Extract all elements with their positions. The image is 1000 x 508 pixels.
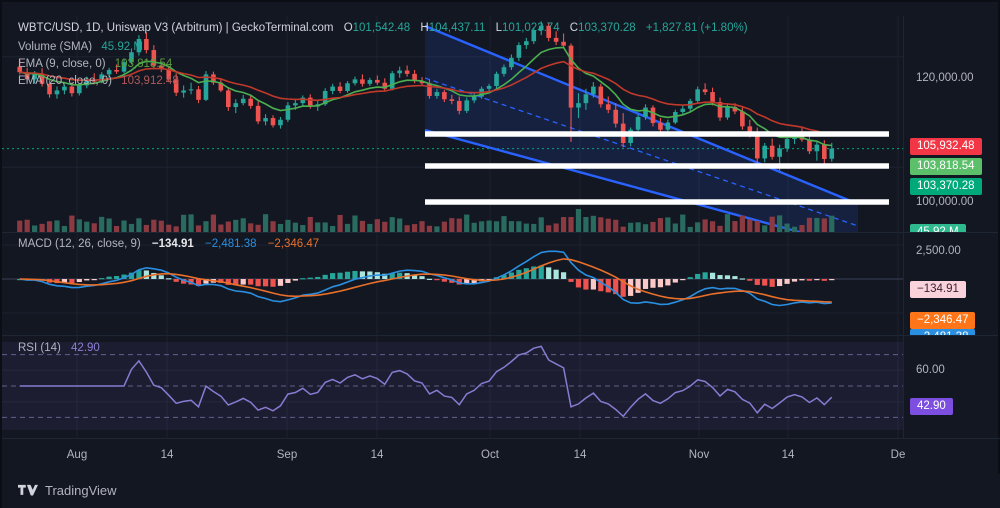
macd-axis[interactable]: 2,500.00−134.91−2,346.47−2,481.38 <box>903 232 998 346</box>
rsi-band-background <box>2 342 907 430</box>
time-axis-label: Nov <box>688 449 710 461</box>
time-axis-label: Sep <box>276 449 298 461</box>
macd-label: MACD (12, 26, close, 9) <box>18 238 141 250</box>
time-axis-label: De <box>890 449 906 461</box>
price-price-badge[interactable]: 105,932.48 <box>910 138 982 155</box>
macd-price-badge[interactable]: −134.91 <box>910 281 966 298</box>
tradingview-branding[interactable]: TradingView <box>18 483 117 498</box>
macd-canvas <box>2 233 907 335</box>
chart-footer: TradingView <box>2 474 1000 508</box>
macd-panel[interactable] <box>2 232 907 335</box>
time-axis-label: 14 <box>781 449 795 461</box>
price-axis[interactable]: 120,000.00 100,000.00 105,932.48 103,818.54… <box>903 16 998 241</box>
rsi-canvas <box>2 336 907 438</box>
price-tick-label: 100,000.00 <box>916 196 974 208</box>
rsi-tick-label: 60.00 <box>916 364 945 376</box>
rsi-panel[interactable] <box>2 335 907 438</box>
macd-histogram-value: −134.91 <box>151 238 194 250</box>
macd-legend[interactable]: MACD (12, 26, close, 9) −134.91 −2,481.3… <box>18 238 319 250</box>
time-axis-label: 14 <box>573 449 587 461</box>
price-tick-label: 120,000.00 <box>916 72 974 84</box>
rsi-value: 42.90 <box>71 342 100 354</box>
macd-price-badge[interactable]: −2,346.47 <box>910 312 976 329</box>
time-axis[interactable]: Aug 14 Sep 14 Oct 14 Nov 14 De <box>2 438 1000 474</box>
time-axis-label: Oct <box>481 449 499 461</box>
rsi-legend[interactable]: RSI (14) 42.90 <box>18 342 100 354</box>
tradingview-logo-icon <box>18 484 38 495</box>
rsi-price-badge[interactable]: 42.90 <box>910 398 953 415</box>
price-price-badge[interactable]: 103,370.28 <box>910 178 982 195</box>
time-axis-label: 14 <box>160 449 174 461</box>
rsi-label: RSI (14) <box>18 342 61 354</box>
time-axis-label: Aug <box>66 449 88 461</box>
price-chart-panel[interactable] <box>2 16 907 232</box>
time-axis-label: 14 <box>370 449 384 461</box>
macd-signal-value: −2,346.47 <box>267 238 320 250</box>
price-chart-canvas <box>2 16 907 232</box>
price-price-badge[interactable]: 103,818.54 <box>910 158 982 175</box>
tradingview-brand-label: TradingView <box>45 483 117 498</box>
macd-line-value: −2,481.38 <box>205 238 257 250</box>
macd-tick-label: 2,500.00 <box>916 245 961 257</box>
